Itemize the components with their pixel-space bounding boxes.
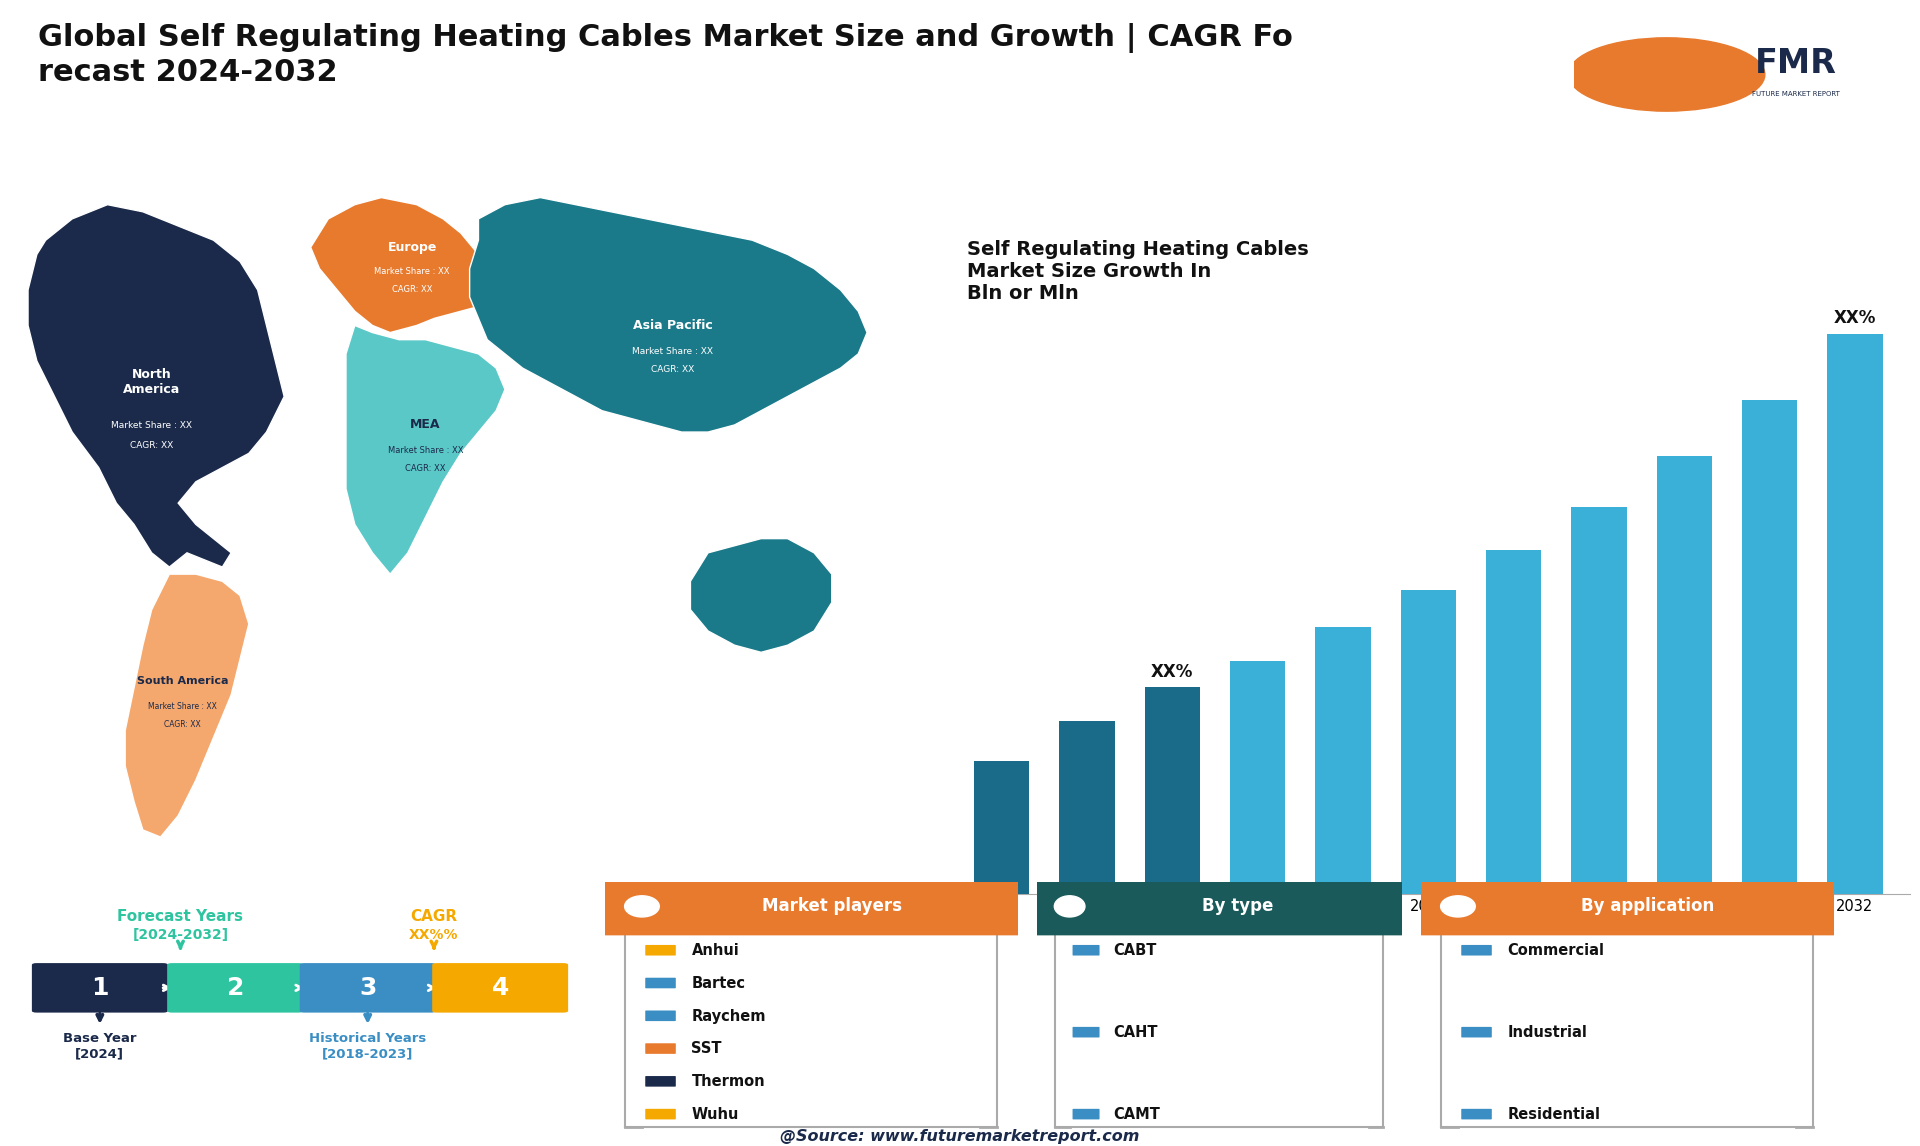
FancyBboxPatch shape bbox=[645, 978, 676, 988]
Bar bbox=[1828, 333, 1884, 894]
FancyBboxPatch shape bbox=[1073, 945, 1100, 956]
FancyBboxPatch shape bbox=[1461, 1027, 1492, 1037]
Text: Commercial: Commercial bbox=[1507, 943, 1605, 958]
Polygon shape bbox=[125, 574, 250, 837]
Bar bbox=[1315, 627, 1371, 894]
Text: MEA: MEA bbox=[411, 418, 442, 431]
Text: Market Share : XX: Market Share : XX bbox=[148, 702, 217, 712]
Text: Market Share : XX: Market Share : XX bbox=[388, 446, 463, 455]
Text: Market players: Market players bbox=[762, 897, 902, 916]
FancyBboxPatch shape bbox=[1461, 1109, 1492, 1120]
Text: Self Regulating Heating Cables
Market Size Growth In
Bln or Mln: Self Regulating Heating Cables Market Si… bbox=[968, 241, 1309, 304]
Text: Residential: Residential bbox=[1507, 1107, 1601, 1122]
Text: CAGR: XX: CAGR: XX bbox=[131, 441, 173, 450]
Text: By type: By type bbox=[1202, 897, 1273, 916]
FancyBboxPatch shape bbox=[597, 878, 1025, 935]
Text: CAGR: XX: CAGR: XX bbox=[405, 464, 445, 473]
Text: FUTURE MARKET REPORT: FUTURE MARKET REPORT bbox=[1751, 91, 1839, 97]
Bar bbox=[1741, 400, 1797, 894]
FancyBboxPatch shape bbox=[167, 963, 303, 1013]
FancyBboxPatch shape bbox=[300, 963, 436, 1013]
Text: CABT: CABT bbox=[1114, 943, 1156, 958]
Bar bbox=[973, 761, 1029, 894]
FancyBboxPatch shape bbox=[1073, 1109, 1100, 1120]
Text: Global Self Regulating Heating Cables Market Size and Growth | CAGR Fo
recast 20: Global Self Regulating Heating Cables Ma… bbox=[38, 23, 1294, 86]
FancyBboxPatch shape bbox=[432, 963, 568, 1013]
Text: Europe: Europe bbox=[388, 241, 438, 253]
Circle shape bbox=[1569, 38, 1764, 111]
Text: Market Share : XX: Market Share : XX bbox=[632, 347, 712, 356]
FancyBboxPatch shape bbox=[645, 1076, 676, 1086]
Polygon shape bbox=[29, 205, 284, 567]
Text: XX%: XX% bbox=[1834, 309, 1876, 327]
Text: South America: South America bbox=[136, 676, 228, 685]
Text: Forecast Years: Forecast Years bbox=[117, 909, 244, 925]
Polygon shape bbox=[346, 325, 505, 574]
Text: [2024-2032]: [2024-2032] bbox=[132, 928, 228, 942]
Text: CAMT: CAMT bbox=[1114, 1107, 1160, 1122]
Text: Thermon: Thermon bbox=[691, 1074, 764, 1089]
Text: Asia Pacific: Asia Pacific bbox=[634, 319, 712, 332]
Text: 3: 3 bbox=[359, 976, 376, 999]
Text: 1: 1 bbox=[90, 976, 109, 999]
Text: 2: 2 bbox=[227, 976, 244, 999]
Text: Anhui: Anhui bbox=[691, 943, 739, 958]
Bar bbox=[1231, 660, 1284, 894]
Text: Market Share : XX: Market Share : XX bbox=[374, 267, 449, 276]
FancyBboxPatch shape bbox=[645, 1043, 676, 1054]
Text: @Source: www.futuremarketreport.com: @Source: www.futuremarketreport.com bbox=[780, 1129, 1140, 1144]
Text: North
America: North America bbox=[123, 368, 180, 397]
Text: CAGR: CAGR bbox=[411, 909, 457, 925]
Text: XX%: XX% bbox=[1152, 662, 1194, 681]
FancyBboxPatch shape bbox=[1029, 878, 1409, 935]
Text: By application: By application bbox=[1582, 897, 1715, 916]
Polygon shape bbox=[311, 197, 505, 332]
FancyBboxPatch shape bbox=[1073, 1027, 1100, 1037]
FancyBboxPatch shape bbox=[1413, 878, 1841, 935]
Text: Bartec: Bartec bbox=[691, 975, 745, 991]
Text: CAGR: XX: CAGR: XX bbox=[392, 285, 432, 295]
Text: Raychem: Raychem bbox=[691, 1008, 766, 1023]
Circle shape bbox=[624, 896, 659, 917]
FancyBboxPatch shape bbox=[1461, 945, 1492, 956]
Text: CAGR: XX: CAGR: XX bbox=[165, 720, 202, 729]
Text: Wuhu: Wuhu bbox=[691, 1107, 739, 1122]
Text: Industrial: Industrial bbox=[1507, 1025, 1588, 1039]
Text: 4: 4 bbox=[492, 976, 509, 999]
Bar bbox=[1144, 688, 1200, 894]
Text: [2018-2023]: [2018-2023] bbox=[323, 1047, 413, 1061]
Text: [2024]: [2024] bbox=[75, 1047, 125, 1061]
Text: FMR: FMR bbox=[1755, 47, 1837, 79]
FancyBboxPatch shape bbox=[33, 963, 167, 1013]
Polygon shape bbox=[470, 197, 868, 432]
Text: XX%%: XX%% bbox=[409, 928, 459, 942]
Polygon shape bbox=[691, 539, 831, 652]
Bar bbox=[1571, 508, 1626, 894]
FancyBboxPatch shape bbox=[645, 945, 676, 956]
Text: Market Share : XX: Market Share : XX bbox=[111, 422, 192, 431]
Text: CAGR: XX: CAGR: XX bbox=[651, 364, 695, 374]
Bar bbox=[1060, 721, 1116, 894]
Text: SST: SST bbox=[691, 1042, 722, 1057]
Text: Historical Years: Historical Years bbox=[309, 1031, 426, 1045]
Circle shape bbox=[1054, 896, 1085, 917]
FancyBboxPatch shape bbox=[645, 1109, 676, 1120]
Text: CAHT: CAHT bbox=[1114, 1025, 1158, 1039]
Text: Base Year: Base Year bbox=[63, 1031, 136, 1045]
Bar bbox=[1486, 550, 1542, 894]
Circle shape bbox=[1440, 896, 1475, 917]
Bar bbox=[1400, 590, 1455, 894]
FancyBboxPatch shape bbox=[645, 1011, 676, 1021]
Bar bbox=[1657, 456, 1713, 894]
